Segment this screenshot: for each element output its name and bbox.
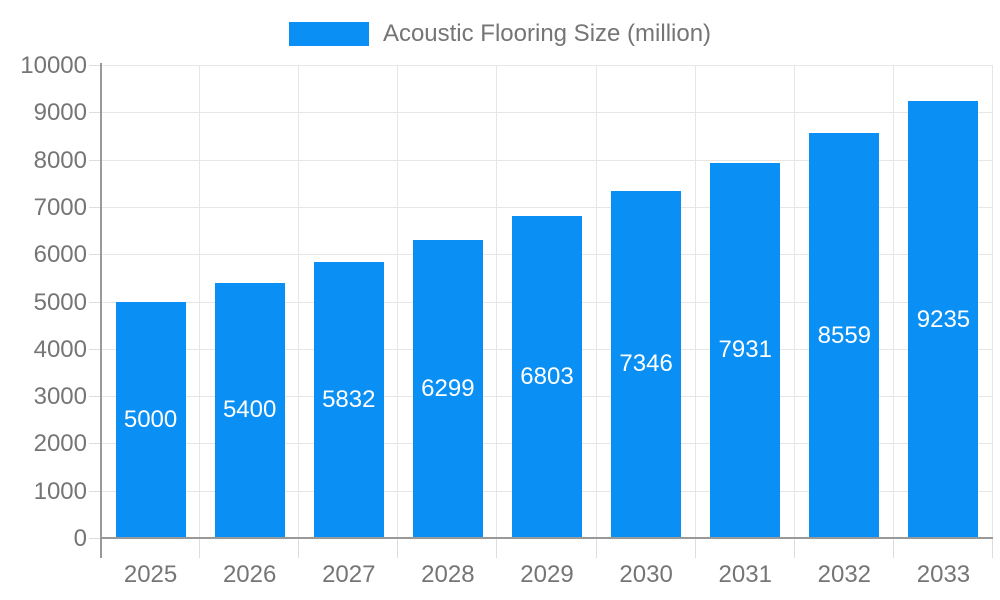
bar[interactable] <box>611 190 682 538</box>
x-axis-tick-label: 2030 <box>619 561 673 588</box>
x-gridline <box>595 65 597 538</box>
x-gridline <box>992 65 993 538</box>
bar[interactable] <box>214 282 285 538</box>
y-gridline <box>101 65 993 66</box>
x-tick <box>793 538 795 558</box>
bar-value-label: 6803 <box>520 363 574 391</box>
y-axis-tick-label: 7000 <box>33 193 87 221</box>
y-gridline <box>101 159 993 161</box>
x-tick <box>595 538 597 558</box>
x-axis-line <box>100 537 993 539</box>
x-gridline <box>397 65 399 538</box>
bar-value-label: 5832 <box>322 386 376 414</box>
bar-value-label: 8559 <box>817 321 872 349</box>
bar-value-label: 5400 <box>222 396 277 424</box>
y-axis-tick-label: 8000 <box>33 146 87 174</box>
x-tick <box>992 538 993 558</box>
y-axis-tick-label: 10000 <box>20 52 87 79</box>
x-tick <box>892 538 894 558</box>
legend-swatch-icon <box>288 22 369 46</box>
bar[interactable] <box>710 162 781 538</box>
bar-value-label: 9235 <box>916 305 971 333</box>
x-axis-tick-label: 2028 <box>421 561 475 588</box>
x-gridline <box>694 65 696 538</box>
y-axis-tick-label: 0 <box>73 525 87 552</box>
legend-label: Acoustic Flooring Size (million) <box>382 20 712 47</box>
x-tick <box>694 538 696 558</box>
x-tick <box>397 538 399 558</box>
y-tick <box>89 538 101 539</box>
bar[interactable] <box>313 262 384 538</box>
x-axis-tick-label: 2032 <box>817 561 872 588</box>
bar[interactable] <box>908 101 979 538</box>
y-axis-tick-label: 3000 <box>33 383 87 411</box>
y-tick <box>89 206 101 208</box>
y-axis-tick-label: 5000 <box>33 288 87 316</box>
y-axis-tick-label: 4000 <box>33 335 87 363</box>
x-tick <box>199 538 201 558</box>
y-gridline <box>101 112 993 114</box>
y-tick <box>89 65 101 66</box>
bar-value-label: 7346 <box>619 350 673 378</box>
y-axis-tick-label: 1000 <box>33 477 87 505</box>
bar[interactable] <box>115 301 186 538</box>
y-tick <box>89 348 101 350</box>
y-gridline <box>101 206 993 208</box>
y-axis-tick-label: 6000 <box>33 241 87 269</box>
x-axis-tick-label: 2029 <box>520 561 574 588</box>
y-tick <box>89 254 101 256</box>
bar[interactable] <box>512 216 582 538</box>
bar[interactable] <box>809 133 880 538</box>
y-tick <box>89 112 101 114</box>
x-gridline <box>298 65 300 538</box>
y-tick <box>89 301 101 303</box>
y-tick <box>89 443 101 445</box>
y-tick <box>89 490 101 492</box>
y-tick <box>89 159 101 161</box>
x-axis-tick-label: 2031 <box>718 561 772 588</box>
x-axis-tick-label: 2026 <box>222 561 277 588</box>
bar[interactable] <box>412 240 483 538</box>
legend[interactable]: Acoustic Flooring Size (million) <box>0 14 1000 54</box>
y-axis-tick-label: 9000 <box>33 99 87 127</box>
x-gridline <box>496 65 498 538</box>
bar-value-label: 7931 <box>718 336 772 364</box>
y-axis-line <box>100 63 102 558</box>
x-gridline <box>793 65 795 538</box>
x-tick <box>496 538 498 558</box>
x-gridline <box>199 65 201 538</box>
bar-value-label: 6299 <box>421 375 475 403</box>
x-gridline <box>892 65 894 538</box>
x-axis-tick-label: 2033 <box>916 561 971 588</box>
bar-value-label: 5000 <box>123 405 178 433</box>
y-tick <box>89 396 101 398</box>
x-axis-tick-label: 2025 <box>123 561 178 588</box>
x-axis-tick-label: 2027 <box>322 561 376 588</box>
y-axis-tick-label: 2000 <box>33 430 87 458</box>
plot-area: 5000 5400 5832 6299 6803 7346 7931 8559 9235 <box>89 63 993 558</box>
x-tick <box>298 538 300 558</box>
